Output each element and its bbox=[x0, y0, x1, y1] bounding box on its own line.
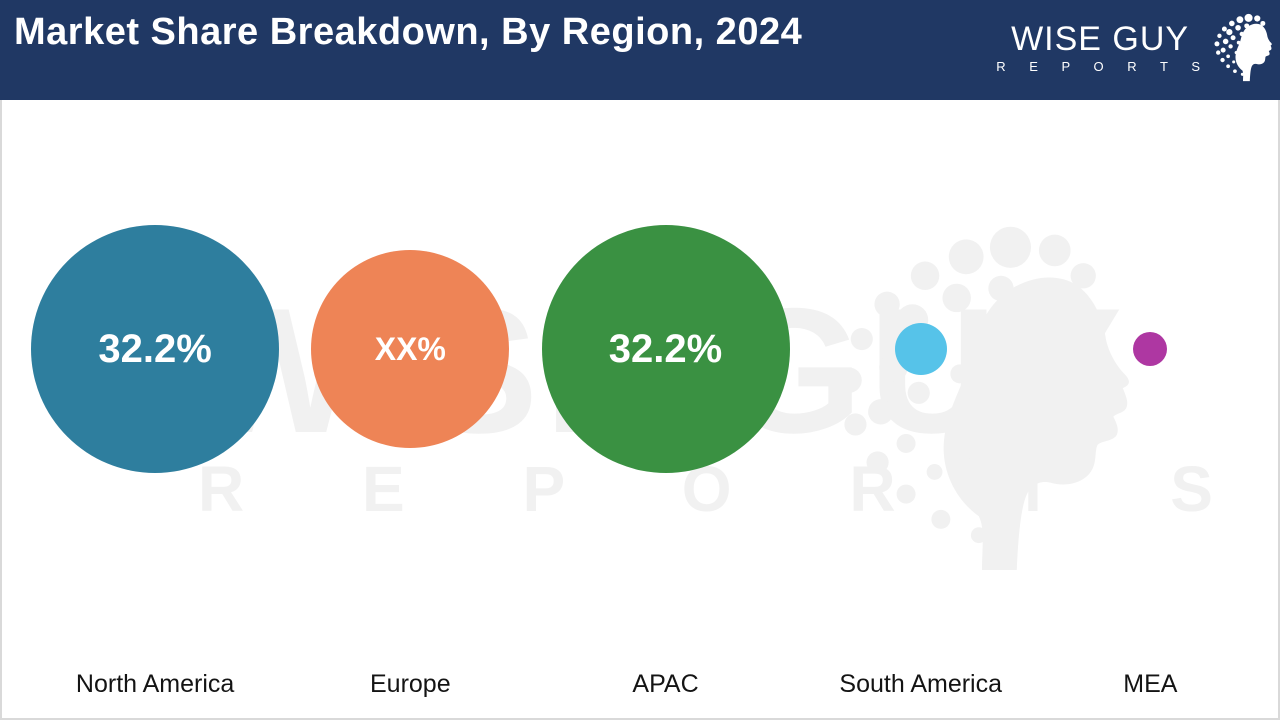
region-label-europe: Europe bbox=[370, 670, 451, 698]
region-label-north-america: North America bbox=[75, 670, 235, 698]
region-bubble-europe: XX% bbox=[311, 250, 510, 448]
wiseguy-logo-name: WISE GUY bbox=[1011, 20, 1190, 58]
wiseguy-logo-text: WISE GUY R E P O R T S bbox=[990, 22, 1210, 74]
wiseguy-head-icon bbox=[1214, 13, 1272, 82]
region-value-europe: XX% bbox=[374, 330, 446, 367]
region-label-apac: APAC bbox=[632, 670, 699, 698]
wiseguy-logo-subtitle: R E P O R T S bbox=[996, 59, 1210, 74]
region-bubble-apac: 32.2% bbox=[541, 225, 790, 473]
region-bubble-north-america: 32.2% bbox=[31, 225, 280, 473]
region-bubble-mea bbox=[1133, 332, 1168, 366]
region-label-mea: MEA bbox=[1123, 670, 1178, 698]
header: Market Share Breakdown, By Region, 2024 … bbox=[0, 0, 1280, 100]
chart-area: WISE GUY R E P O R T S 32.2%North Americ… bbox=[0, 100, 1280, 720]
bubble-chart: 32.2% North America XX% Europe 32.2% APAC Sout… bbox=[2, 100, 1278, 718]
page-title: Market Share Breakdown, By Region, 2024 bbox=[14, 11, 803, 53]
region-value-apac: 32.2% bbox=[608, 326, 723, 371]
wiseguy-logo: WISE GUY R E P O R T S bbox=[990, 6, 1274, 88]
region-label-south-america: South America bbox=[839, 670, 1003, 698]
region-bubble-south-america bbox=[894, 323, 947, 375]
region-value-north-america: 32.2% bbox=[98, 326, 212, 371]
